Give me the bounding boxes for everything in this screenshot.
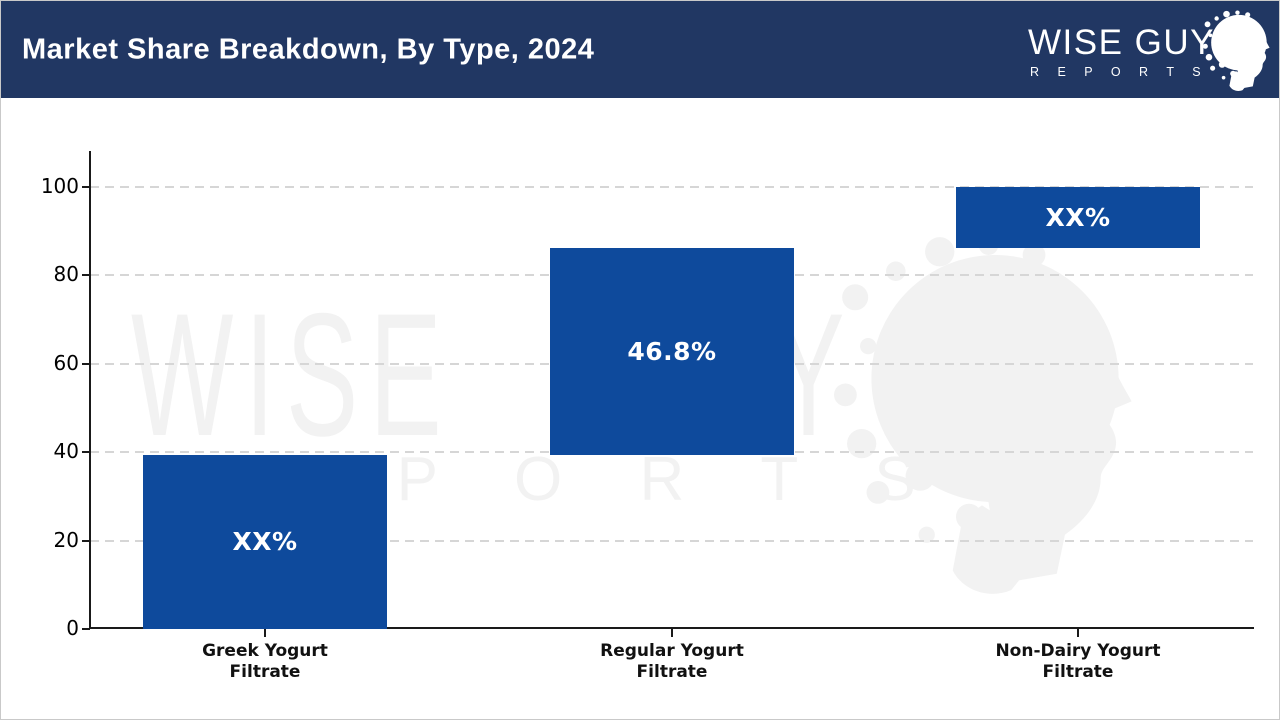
y-axis-tick-label-60: 60 <box>53 350 79 375</box>
logo-reports-text: R E P O R T S <box>1029 65 1209 79</box>
header-bar: Market Share Breakdown, By Type, 2024 WI… <box>1 1 1279 98</box>
y-axis-tickmark-40 <box>82 451 90 454</box>
bar-non-dairy-yogurt-filtrate: XX% <box>956 187 1200 248</box>
x-axis-category-label-non-dairy-yogurt-filtrate: Non-Dairy Yogurt Filtrate <box>995 641 1161 682</box>
y-axis-tickmark-100 <box>82 186 90 188</box>
x-axis-line <box>89 627 1254 629</box>
x-axis-tickmark-greek-yogurt-filtrate <box>264 629 266 637</box>
x-axis-category-label-greek-yogurt-filtrate: Greek Yogurt Filtrate <box>202 641 328 682</box>
y-axis-tick-label-40: 40 <box>53 439 79 464</box>
x-axis-category-label-regular-yogurt-filtrate: Regular Yogurt Filtrate <box>600 641 744 682</box>
gridline-20 <box>90 539 1253 542</box>
wise-guy-logo: WISE GUY R E P O R T S <box>1028 9 1273 93</box>
logo-head-icon <box>1202 10 1270 91</box>
y-axis-tick-label-0: 0 <box>66 616 79 640</box>
logo-text: WISE GUY R E P O R T S <box>1028 25 1215 79</box>
gridline-100 <box>90 186 1253 188</box>
bar-regular-yogurt-filtrate: 46.8% <box>550 247 794 455</box>
logo-wordmark: WISE GUY <box>1027 23 1215 62</box>
bar-value-label-regular-yogurt-filtrate: 46.8% <box>627 336 717 366</box>
y-axis-tickmark-0 <box>82 628 90 630</box>
page-title: Market Share Breakdown, By Type, 2024 <box>22 33 595 65</box>
y-axis-tickmark-20 <box>82 539 90 542</box>
bar-value-label-non-dairy-yogurt-filtrate: XX% <box>1045 202 1111 232</box>
y-axis-tick-label-80: 80 <box>53 262 79 287</box>
y-axis-tickmark-60 <box>82 362 90 365</box>
x-axis-tickmark-regular-yogurt-filtrate <box>671 629 673 637</box>
watermark-head-icon <box>834 235 1132 594</box>
x-axis-tickmark-non-dairy-yogurt-filtrate <box>1077 629 1079 637</box>
bar-greek-yogurt-filtrate: XX% <box>143 454 387 629</box>
bar-value-label-greek-yogurt-filtrate: XX% <box>232 527 298 557</box>
y-axis-tickmark-80 <box>82 274 90 277</box>
y-axis-tick-label-20: 20 <box>53 527 79 552</box>
y-axis-line <box>89 151 91 629</box>
y-axis-tick-label-100: 100 <box>40 174 79 198</box>
